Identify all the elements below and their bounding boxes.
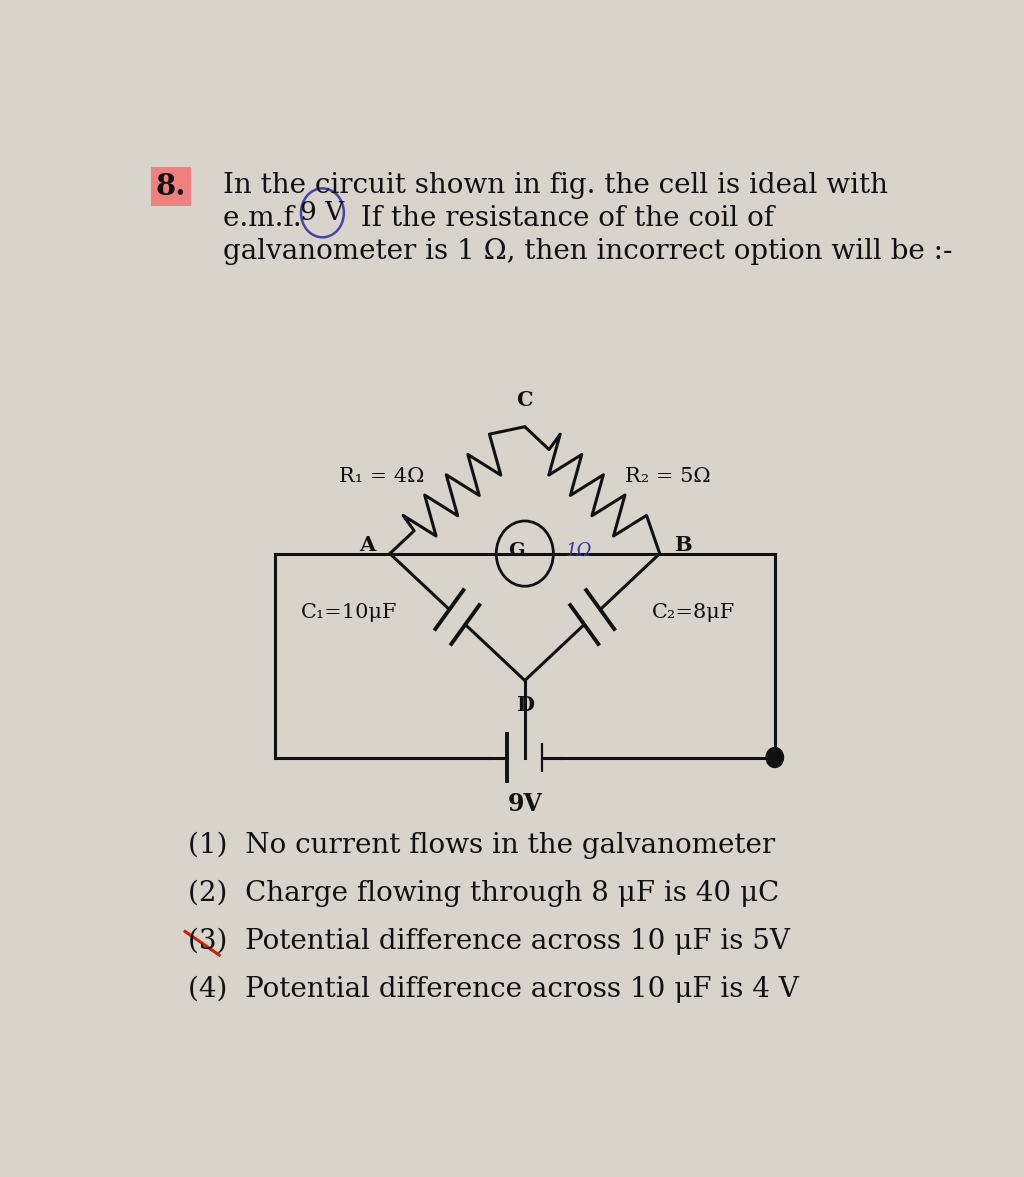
Text: C₁=10μF: C₁=10μF: [301, 603, 397, 621]
Text: (3)  Potential difference across 10 μF is 5V: (3) Potential difference across 10 μF is…: [187, 927, 790, 956]
Text: (1)  No current flows in the galvanometer: (1) No current flows in the galvanometer: [187, 832, 774, 859]
Text: C: C: [516, 391, 534, 411]
Text: 9 V: 9 V: [300, 200, 344, 225]
Text: If the resistance of the coil of: If the resistance of the coil of: [352, 205, 774, 232]
Text: In the circuit shown in fig. the cell is ideal with: In the circuit shown in fig. the cell is…: [223, 172, 888, 199]
Text: 9V: 9V: [508, 792, 542, 816]
Text: 8.: 8.: [156, 172, 186, 201]
Circle shape: [766, 747, 783, 767]
Text: (4)  Potential difference across 10 μF is 4 V: (4) Potential difference across 10 μF is…: [187, 976, 799, 1003]
Text: B: B: [674, 534, 691, 554]
Text: (2)  Charge flowing through 8 μF is 40 μC: (2) Charge flowing through 8 μF is 40 μC: [187, 880, 779, 907]
Text: R₂ = 5Ω: R₂ = 5Ω: [625, 467, 711, 486]
Text: A: A: [359, 534, 376, 554]
Text: 1Ω: 1Ω: [566, 541, 593, 560]
Text: C₂=8μF: C₂=8μF: [651, 603, 735, 621]
Text: R₁ = 4Ω: R₁ = 4Ω: [339, 467, 425, 486]
Text: e.m.f.: e.m.f.: [223, 205, 311, 232]
Text: G: G: [509, 541, 525, 560]
Text: galvanometer is 1 Ω, then incorrect option will be :-: galvanometer is 1 Ω, then incorrect opti…: [223, 238, 952, 265]
Text: D: D: [516, 694, 534, 714]
